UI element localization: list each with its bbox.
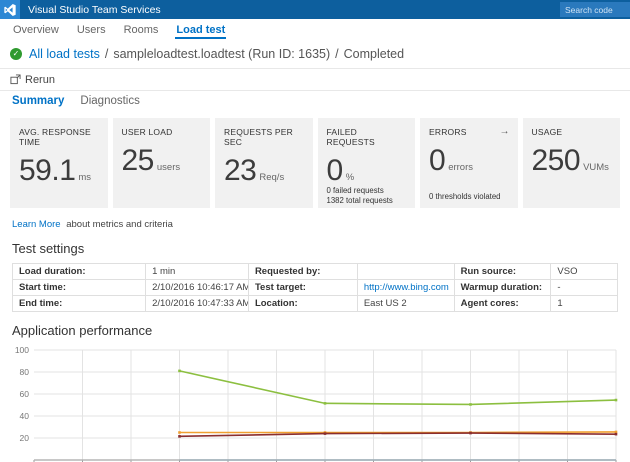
setting-label: Load duration:: [11, 263, 147, 280]
svg-text:20: 20: [20, 433, 30, 443]
setting-value: VSO: [550, 263, 618, 280]
table-row: Load duration: 1 min Requested by: Run s…: [11, 263, 618, 280]
setting-value: [356, 263, 455, 280]
all-load-tests-link[interactable]: All load tests: [29, 47, 100, 61]
application-performance-heading: Application performance: [12, 323, 153, 338]
table-row: Start time: 2/10/2016 10:46:17 AM Test t…: [11, 279, 618, 296]
test-settings-heading: Test settings: [12, 241, 85, 256]
view-tabs: Summary Diagnostics: [0, 91, 630, 111]
card-unit: users: [156, 162, 181, 173]
card-note: 0 thresholds violated: [429, 192, 501, 201]
card-errors: → ERRORS 0 errors 0 thresholds violated: [420, 118, 518, 208]
setting-value: 2/10/2016 10:46:17 AM: [145, 279, 249, 296]
setting-label: Location:: [247, 295, 358, 312]
svg-text:100: 100: [15, 345, 29, 355]
learn-more-text: about metrics and criteria: [66, 219, 173, 230]
performance-chart: 2040608010000:00:0000:00:0500:00:1000:00…: [4, 342, 630, 462]
divider: [0, 90, 630, 91]
card-value: 25: [121, 144, 155, 177]
card-value: 250: [531, 144, 581, 177]
svg-text:60: 60: [20, 389, 30, 399]
tab-summary[interactable]: Summary: [12, 95, 65, 107]
line-chart: 2040608010000:00:0000:00:0500:00:1000:00…: [15, 345, 618, 462]
setting-value: 2/10/2016 10:47:33 AM: [145, 295, 249, 312]
breadcrumb-separator: /: [104, 47, 109, 61]
rerun-label: Rerun: [25, 73, 55, 86]
metric-cards: AVG. RESPONSE TIME 59.1 ms USER LOAD 25 …: [10, 118, 620, 208]
setting-label: Run source:: [453, 263, 552, 280]
tab-load-test[interactable]: Load test: [175, 22, 227, 39]
divider: [0, 68, 630, 69]
completed-check-icon: ✓: [10, 48, 22, 60]
card-avg-response-time: AVG. RESPONSE TIME 59.1 ms: [10, 118, 108, 208]
breadcrumb-separator: /: [335, 47, 339, 61]
card-title: ERRORS: [429, 127, 467, 137]
tab-overview[interactable]: Overview: [13, 24, 59, 36]
test-settings-table: Load duration: 1 min Requested by: Run s…: [11, 263, 618, 312]
learn-more-link[interactable]: Learn More: [12, 219, 61, 230]
setting-label: Agent cores:: [453, 295, 552, 312]
setting-value: -: [550, 279, 618, 296]
setting-label: Start time:: [11, 279, 147, 296]
card-note: 1382 total requests: [326, 196, 393, 205]
card-unit: %: [345, 172, 355, 183]
card-failed-requests: FAILED REQUESTS 0 % 0 failed requests 13…: [317, 118, 415, 208]
card-title: FAILED REQUESTS: [326, 127, 375, 147]
setting-label: Requested by:: [247, 263, 358, 280]
tab-users[interactable]: Users: [76, 24, 106, 36]
setting-label: Warmup duration:: [453, 279, 552, 296]
run-status: Completed: [343, 47, 405, 61]
card-title: REQUESTS PER SEC: [224, 127, 293, 147]
card-value: 59.1: [19, 154, 76, 187]
table-row: End time: 2/10/2016 10:47:33 AM Location…: [11, 295, 618, 312]
app-title: Visual Studio Team Services: [28, 3, 161, 16]
setting-label: End time:: [11, 295, 147, 312]
card-title: USAGE: [531, 127, 563, 137]
svg-text:80: 80: [20, 367, 30, 377]
top-header-bar: Visual Studio Team Services: [0, 0, 630, 19]
card-title: USER LOAD: [121, 127, 173, 137]
setting-value: 1 min: [145, 263, 249, 280]
visual-studio-logo-icon: [4, 3, 16, 16]
svg-text:40: 40: [20, 411, 30, 421]
toolbar: Rerun: [0, 69, 630, 90]
card-requests-per-sec: REQUESTS PER SEC 23 Req/s: [215, 118, 313, 208]
card-title: AVG. RESPONSE TIME: [19, 127, 91, 147]
tab-rooms[interactable]: Rooms: [123, 24, 159, 36]
card-unit: errors: [448, 162, 473, 173]
card-user-load: USER LOAD 25 users: [112, 118, 210, 208]
card-unit: ms: [78, 172, 92, 183]
setting-value: 1: [550, 295, 618, 312]
rerun-icon: [10, 74, 21, 85]
card-usage: USAGE 250 VUMs: [522, 118, 620, 208]
errors-detail-arrow-icon[interactable]: →: [499, 126, 510, 137]
tab-diagnostics[interactable]: Diagnostics: [80, 95, 140, 107]
setting-label: Test target:: [247, 279, 358, 296]
card-unit: Req/s: [259, 172, 285, 183]
card-unit: VUMs: [583, 162, 609, 173]
card-value: 0: [326, 154, 344, 187]
card-value: 23: [224, 154, 257, 187]
test-target-link[interactable]: http://www.bing.com: [356, 279, 455, 296]
rerun-button[interactable]: Rerun: [10, 74, 55, 86]
vsts-logo[interactable]: [0, 0, 20, 19]
card-value: 0: [429, 144, 446, 177]
breadcrumb: ✓ All load tests / sampleloadtest.loadte…: [0, 39, 630, 68]
search-input[interactable]: [560, 2, 630, 17]
learn-more-row: Learn More about metrics and criteria: [12, 219, 630, 230]
hub-navigation: Overview Users Rooms Load test: [0, 19, 630, 39]
run-name: sampleloadtest.loadtest (Run ID: 1635): [113, 47, 331, 61]
card-note: 0 failed requests: [326, 186, 384, 195]
setting-value: East US 2: [356, 295, 455, 312]
